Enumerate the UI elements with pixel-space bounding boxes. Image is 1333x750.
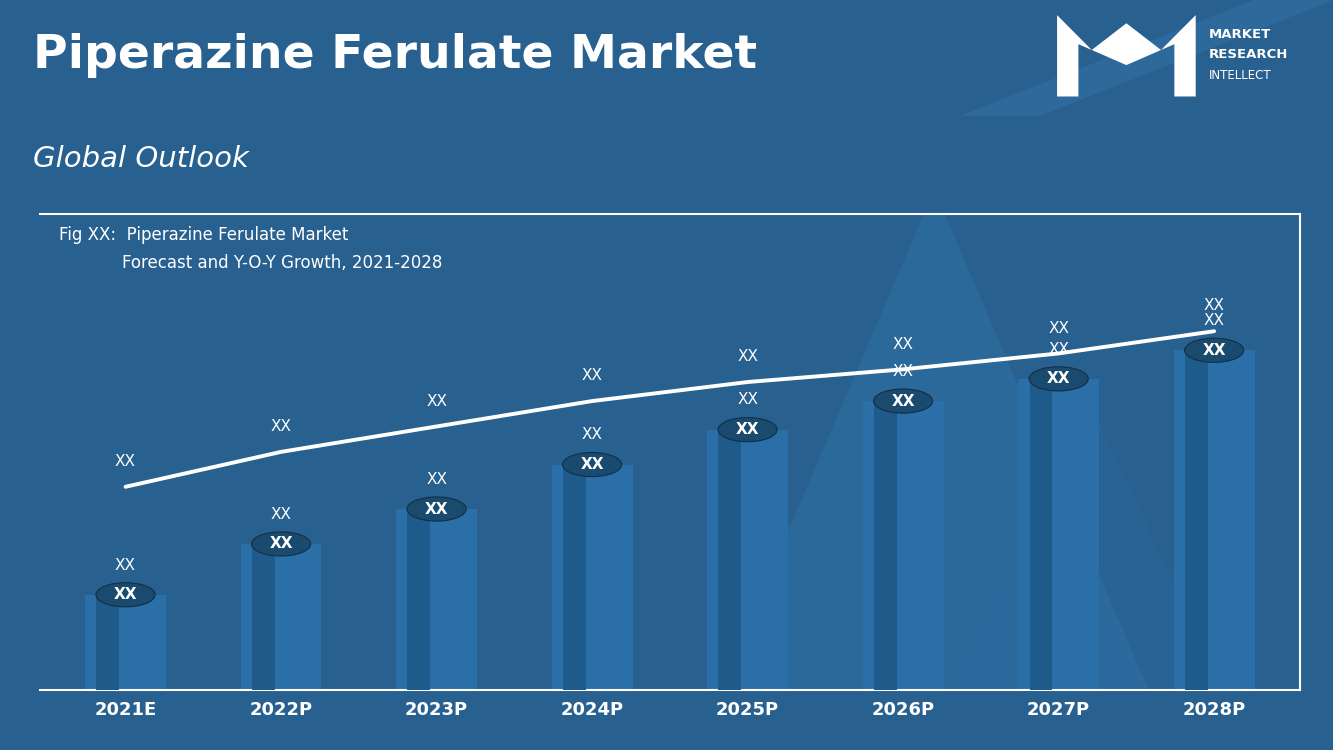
Polygon shape	[1057, 15, 1196, 97]
Text: XX: XX	[892, 394, 914, 409]
Text: XX: XX	[427, 472, 447, 487]
Text: Forecast and Y-O-Y Growth, 2021-2028: Forecast and Y-O-Y Growth, 2021-2028	[59, 254, 443, 272]
Ellipse shape	[873, 389, 933, 413]
Bar	[96, 595, 119, 690]
Text: XX: XX	[271, 419, 292, 434]
Ellipse shape	[718, 418, 777, 442]
Text: XX: XX	[271, 507, 292, 522]
Text: XX: XX	[893, 364, 913, 379]
Bar	[563, 464, 585, 690]
Text: XX: XX	[113, 587, 137, 602]
Ellipse shape	[252, 532, 311, 556]
Text: XX: XX	[115, 454, 136, 469]
Text: Piperazine Ferulate Market: Piperazine Ferulate Market	[33, 33, 757, 78]
Text: XX: XX	[1048, 321, 1069, 336]
Text: XX: XX	[1204, 313, 1225, 328]
Text: XX: XX	[1202, 343, 1226, 358]
Text: XX: XX	[269, 536, 293, 551]
Text: XX: XX	[737, 350, 758, 364]
Bar	[396, 509, 477, 690]
Bar	[241, 544, 321, 690]
Text: XX: XX	[1204, 298, 1225, 314]
Text: Fig XX:  Piperazine Ferulate Market: Fig XX: Piperazine Ferulate Market	[59, 226, 348, 244]
Text: RESEARCH: RESEARCH	[1209, 48, 1289, 62]
Text: XX: XX	[1046, 371, 1070, 386]
Polygon shape	[946, 394, 1224, 690]
Ellipse shape	[407, 497, 467, 521]
Bar	[252, 544, 275, 690]
Bar	[1018, 379, 1100, 690]
Bar	[718, 430, 741, 690]
Ellipse shape	[563, 452, 621, 477]
Text: Global Outlook: Global Outlook	[33, 146, 249, 173]
Text: MARKET: MARKET	[1209, 28, 1272, 41]
Ellipse shape	[1029, 367, 1088, 391]
Bar	[1185, 350, 1208, 690]
Polygon shape	[720, 190, 1149, 690]
Text: INTELLECT: INTELLECT	[1209, 69, 1272, 82]
Polygon shape	[960, 0, 1333, 116]
Text: XX: XX	[580, 457, 604, 472]
Text: XX: XX	[1048, 342, 1069, 357]
Bar	[862, 401, 944, 690]
Bar	[874, 401, 897, 690]
Legend: Market Size (US$ Mn), Y-o-Y Growth (%): Market Size (US$ Mn), Y-o-Y Growth (%)	[443, 743, 897, 750]
Text: XX: XX	[427, 394, 447, 409]
Ellipse shape	[96, 583, 155, 607]
Bar	[408, 509, 431, 690]
Text: XX: XX	[581, 368, 603, 383]
Bar	[552, 464, 633, 690]
Text: XX: XX	[737, 392, 758, 407]
Bar	[1174, 350, 1254, 690]
Bar	[1029, 379, 1052, 690]
Text: XX: XX	[115, 557, 136, 572]
Text: XX: XX	[736, 422, 760, 437]
Text: XX: XX	[425, 502, 448, 517]
Text: XX: XX	[581, 427, 603, 442]
Bar	[708, 430, 788, 690]
Bar	[85, 595, 167, 690]
Text: XX: XX	[893, 337, 913, 352]
Ellipse shape	[1185, 338, 1244, 362]
